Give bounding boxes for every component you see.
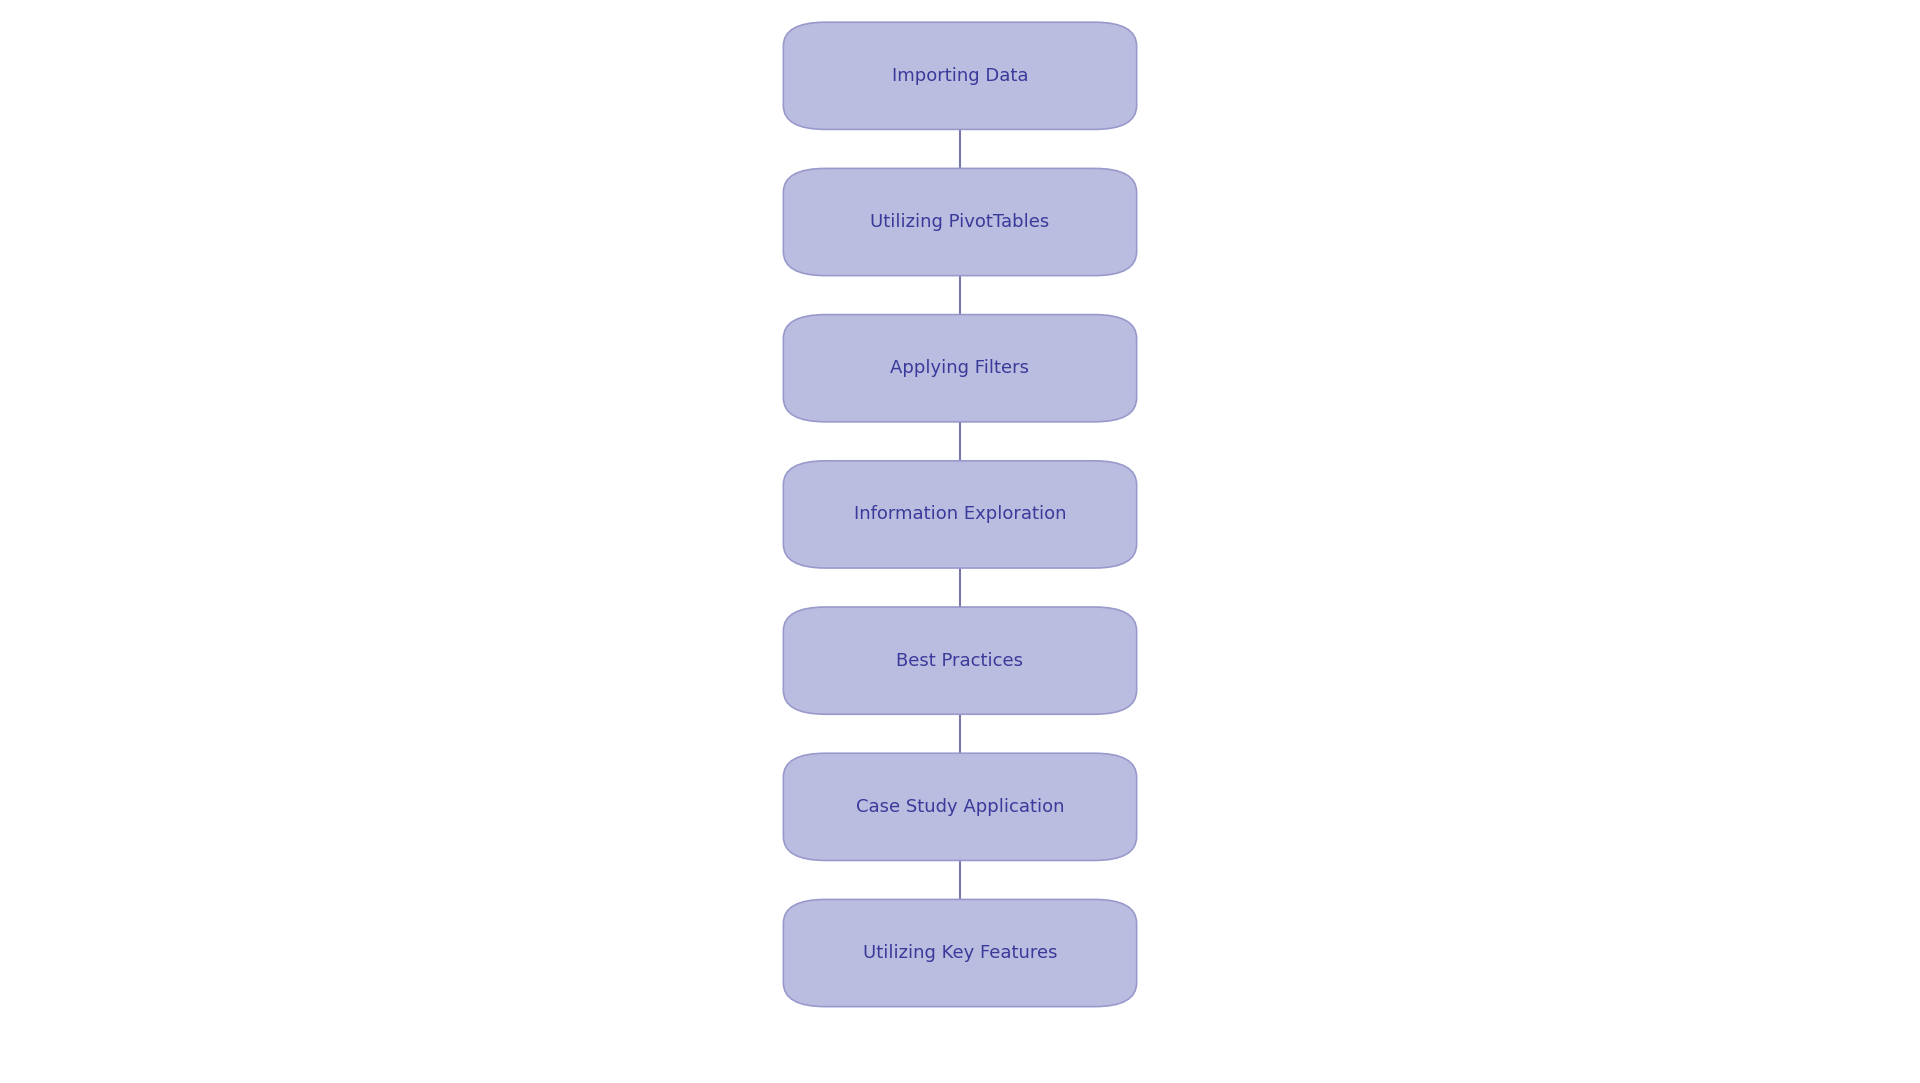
FancyBboxPatch shape xyxy=(783,606,1137,715)
Text: Information Exploration: Information Exploration xyxy=(854,506,1066,523)
FancyBboxPatch shape xyxy=(783,461,1137,567)
Text: Importing Data: Importing Data xyxy=(891,67,1029,84)
Text: Case Study Application: Case Study Application xyxy=(856,798,1064,815)
Text: Applying Filters: Applying Filters xyxy=(891,360,1029,377)
FancyBboxPatch shape xyxy=(783,899,1137,1007)
FancyBboxPatch shape xyxy=(783,314,1137,421)
FancyBboxPatch shape xyxy=(783,22,1137,129)
FancyBboxPatch shape xyxy=(783,754,1137,860)
Text: Utilizing PivotTables: Utilizing PivotTables xyxy=(870,213,1050,231)
Text: Utilizing Key Features: Utilizing Key Features xyxy=(862,944,1058,962)
FancyBboxPatch shape xyxy=(783,168,1137,275)
Text: Best Practices: Best Practices xyxy=(897,652,1023,669)
